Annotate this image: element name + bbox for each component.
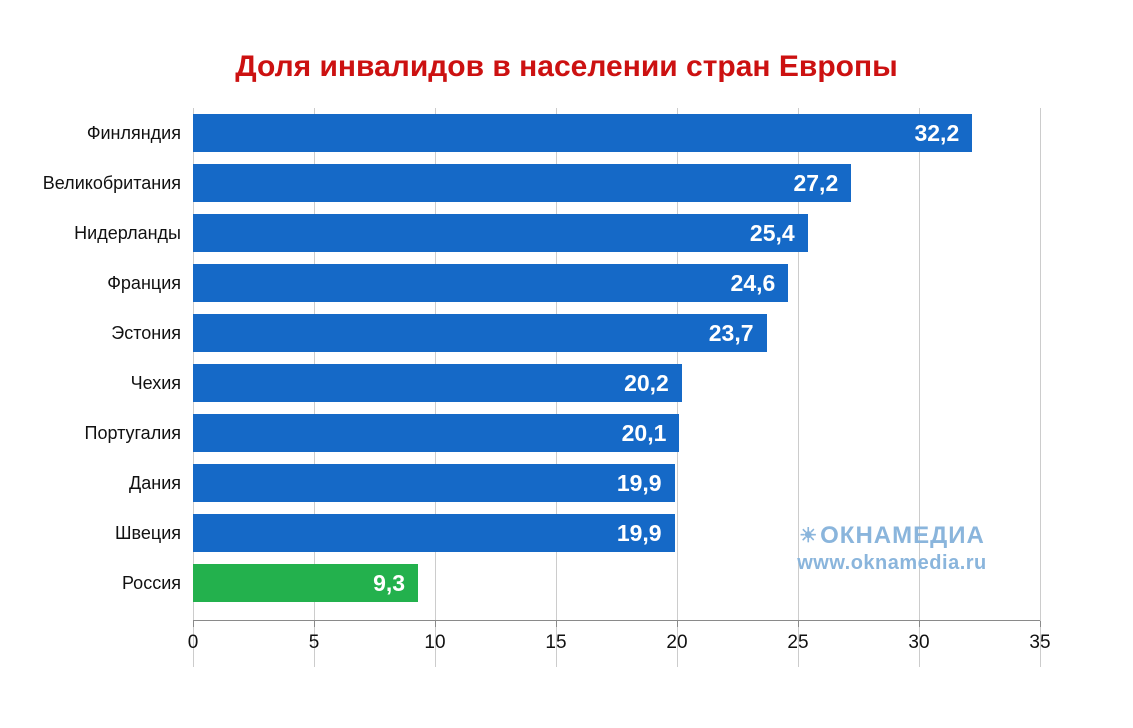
bar-track: 23,7 bbox=[193, 314, 1040, 352]
category-label: Эстония bbox=[111, 322, 181, 343]
category-label: Великобритания bbox=[42, 172, 181, 193]
bar: 20,2 bbox=[193, 364, 682, 402]
bar-value-label: 19,9 bbox=[616, 469, 662, 496]
bar-value-label: 20,1 bbox=[621, 419, 667, 446]
tick-label: 0 bbox=[187, 632, 199, 653]
bar-track: 24,6 bbox=[193, 264, 1040, 302]
bar-row: Франция 24,6 bbox=[0, 258, 1133, 308]
bar-row: Швеция 19,9 bbox=[0, 508, 1133, 558]
bar: 32,2 bbox=[193, 114, 973, 152]
tick-label: 15 bbox=[545, 632, 567, 653]
watermark-brand: ☀ОКНАМЕДИА bbox=[758, 522, 1026, 551]
bar-row: Эстония 23,7 bbox=[0, 308, 1133, 358]
tick-label: 30 bbox=[908, 632, 930, 653]
bar: 19,9 bbox=[193, 514, 675, 552]
bar-value-label: 25,4 bbox=[749, 219, 795, 246]
bar-row: Чехия 20,2 bbox=[0, 358, 1133, 408]
bar-row: Португалия 20,1 bbox=[0, 408, 1133, 458]
bar-value-label: 9,3 bbox=[373, 569, 406, 596]
bar-track: 19,9 bbox=[193, 514, 1040, 552]
bar: 24,6 bbox=[193, 264, 789, 302]
tick-label: 5 bbox=[308, 632, 320, 653]
gridline bbox=[1040, 108, 1041, 667]
category-label: Дания bbox=[129, 472, 181, 493]
bar: 23,7 bbox=[193, 314, 767, 352]
gridline bbox=[919, 108, 920, 667]
tick-mark bbox=[798, 621, 799, 627]
bar-value-label: 27,2 bbox=[793, 169, 839, 196]
tick-label: 10 bbox=[424, 632, 446, 653]
bar-value-label: 32,2 bbox=[914, 119, 960, 146]
category-label: Швеция bbox=[115, 522, 181, 543]
sun-icon: ☀ bbox=[799, 525, 819, 547]
tick-mark bbox=[193, 621, 194, 627]
bar-row: Финляндия 32,2 bbox=[0, 108, 1133, 158]
bar-chart: Финляндия 32,2 Великобритания 27,2 Нидерланд… bbox=[0, 108, 1133, 667]
category-label: Нидерланды bbox=[74, 222, 181, 243]
bar-value-label: 24,6 bbox=[730, 269, 776, 296]
category-label: Россия bbox=[121, 572, 181, 593]
bar-row: Великобритания 27,2 bbox=[0, 158, 1133, 208]
watermark-brand-text: ОКНАМЕДИА bbox=[820, 522, 985, 549]
category-label: Франция bbox=[107, 272, 181, 293]
bar-row: Дания 19,9 bbox=[0, 458, 1133, 508]
tick-label: 25 bbox=[787, 632, 809, 653]
bar: 27,2 bbox=[193, 164, 852, 202]
tick-mark bbox=[556, 621, 557, 627]
chart-title: Доля инвалидов в населении стран Европы bbox=[235, 50, 898, 83]
tick-label: 35 bbox=[1029, 632, 1051, 653]
bar-track: 9,3 bbox=[193, 564, 1040, 602]
tick-label: 20 bbox=[666, 632, 688, 653]
bar-track: 20,1 bbox=[193, 414, 1040, 452]
category-label: Португалия bbox=[84, 422, 182, 443]
bar-rows: Финляндия 32,2 Великобритания 27,2 Нидерланд… bbox=[0, 108, 1133, 620]
bar: 20,1 bbox=[193, 414, 680, 452]
bar-track: 25,4 bbox=[193, 214, 1040, 252]
x-axis: 0 5 10 15 20 25 30 35 bbox=[188, 620, 1051, 667]
bar: 9,3 bbox=[193, 564, 419, 602]
bar: 25,4 bbox=[193, 214, 808, 252]
bar-row: Нидерланды 25,4 bbox=[0, 208, 1133, 258]
tick-mark bbox=[677, 621, 678, 627]
bar-track: 27,2 bbox=[193, 164, 1040, 202]
bar-value-label: 19,9 bbox=[616, 519, 662, 546]
tick-mark bbox=[435, 621, 436, 627]
tick-mark bbox=[919, 621, 920, 627]
watermark-url: www.oknamedia.ru bbox=[797, 551, 987, 574]
gridline bbox=[798, 108, 799, 667]
bar: 19,9 bbox=[193, 464, 675, 502]
category-label: Чехия bbox=[130, 372, 181, 393]
bar-value-label: 23,7 bbox=[708, 319, 754, 346]
tick-mark bbox=[314, 621, 315, 627]
bar-value-label: 20,2 bbox=[624, 369, 669, 396]
bar-track: 20,2 bbox=[193, 364, 1040, 402]
bar-track: 19,9 bbox=[193, 464, 1040, 502]
tick-mark bbox=[1040, 621, 1041, 627]
watermark: ☀ОКНАМЕДИА www.oknamedia.ru bbox=[758, 522, 1026, 575]
bar-row: Россия 9,3 bbox=[0, 558, 1133, 608]
bar-track: 32,2 bbox=[193, 114, 1040, 152]
category-label: Финляндия bbox=[86, 122, 181, 143]
